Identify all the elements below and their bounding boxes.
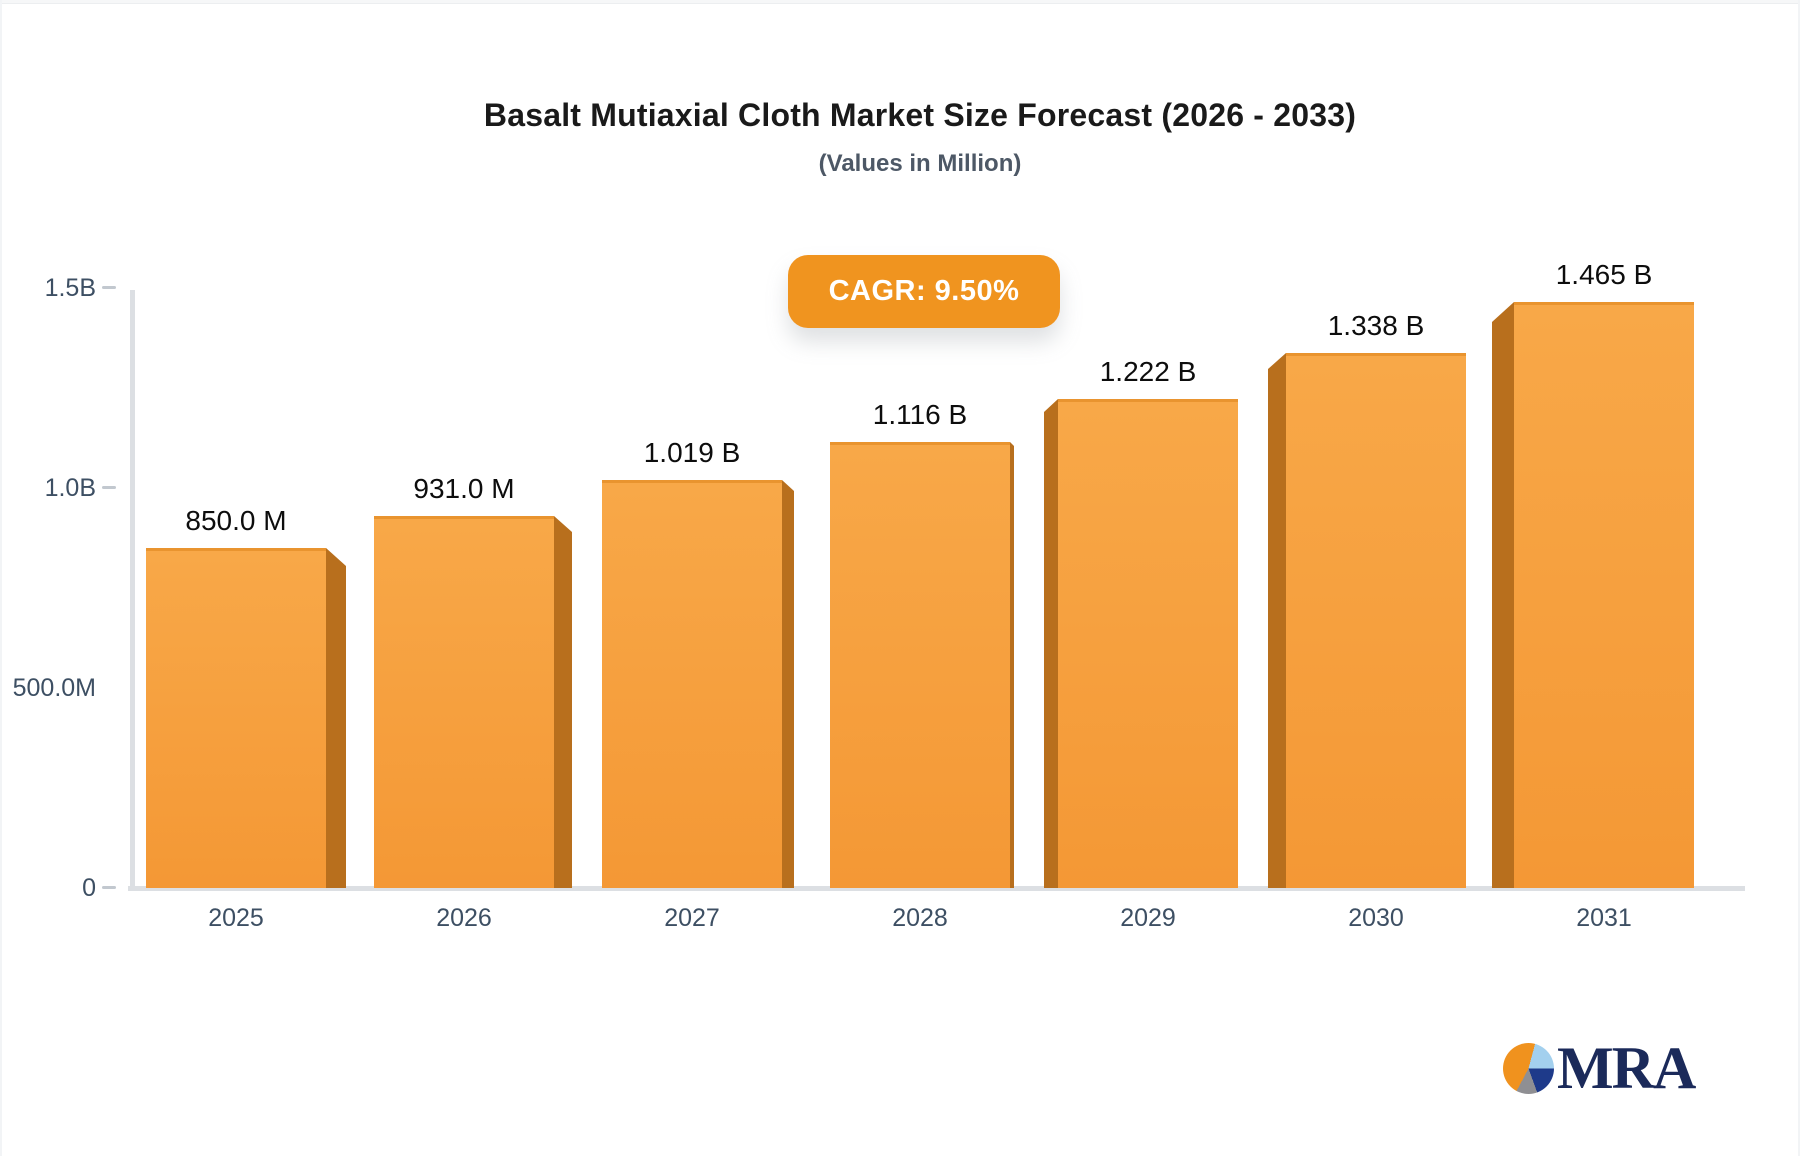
bar-value-label: 850.0 M <box>185 505 287 536</box>
bar-side-face <box>1492 302 1514 888</box>
y-axis-line <box>130 290 135 891</box>
bar-side-face <box>1010 442 1014 888</box>
y-axis-tick-dash <box>102 886 116 889</box>
bar <box>830 442 1010 888</box>
x-axis-line <box>128 886 1745 891</box>
bar-value-label: 1.465 B <box>1555 259 1653 290</box>
logo-pie-icon <box>1503 1042 1554 1094</box>
x-axis-category-label: 2029 <box>1120 904 1176 932</box>
bar-value-label: 1.116 B <box>872 399 968 430</box>
chart-subtitle: (Values in Million) <box>818 150 1022 177</box>
page-left-border <box>0 0 2 1156</box>
y-axis-tick-dash <box>102 486 116 489</box>
bar <box>1514 302 1694 888</box>
y-axis-tick-dash <box>102 286 116 289</box>
x-axis-category-label: 2030 <box>1348 904 1404 932</box>
bar-value-label: 931.0 M <box>413 473 515 504</box>
bar-side-face <box>1268 353 1286 888</box>
x-axis-category-label: 2027 <box>664 904 720 932</box>
x-axis-category-label: 2031 <box>1576 904 1632 932</box>
x-axis-category-label: 2028 <box>892 904 948 932</box>
x-axis-category-label: 2025 <box>208 904 264 932</box>
y-axis-tick-label: 1.0B <box>44 474 96 502</box>
bar <box>146 548 326 888</box>
bar-side-face <box>1044 399 1058 888</box>
bar-side-face <box>554 516 572 888</box>
bar <box>374 516 554 888</box>
y-axis-tick-label: 0 <box>82 874 96 902</box>
bar-value-label: 1.019 B <box>643 437 741 468</box>
y-axis-tick-label: 500.0M <box>12 674 96 702</box>
y-axis-tick-label: 1.5B <box>44 274 96 302</box>
page-right-border <box>1798 0 1800 1156</box>
cagr-badge-label: CAGR: 9.50% <box>828 275 1020 307</box>
brand-logo: MRA <box>1503 1035 1696 1101</box>
bar-side-face <box>782 480 794 888</box>
bar <box>1286 353 1466 888</box>
x-axis-category-label: 2026 <box>436 904 492 932</box>
page-top-border <box>0 0 1800 4</box>
bar-side-face <box>326 548 346 888</box>
bar-value-label: 1.338 B <box>1327 310 1425 341</box>
bar-value-label: 1.222 B <box>1099 356 1197 387</box>
bar <box>1058 399 1238 888</box>
logo-brand-text: MRA <box>1557 1035 1696 1101</box>
bar <box>602 480 782 888</box>
cagr-badge: CAGR: 9.50% <box>788 255 1060 328</box>
chart-title: Basalt Mutiaxial Cloth Market Size Forec… <box>483 97 1357 133</box>
